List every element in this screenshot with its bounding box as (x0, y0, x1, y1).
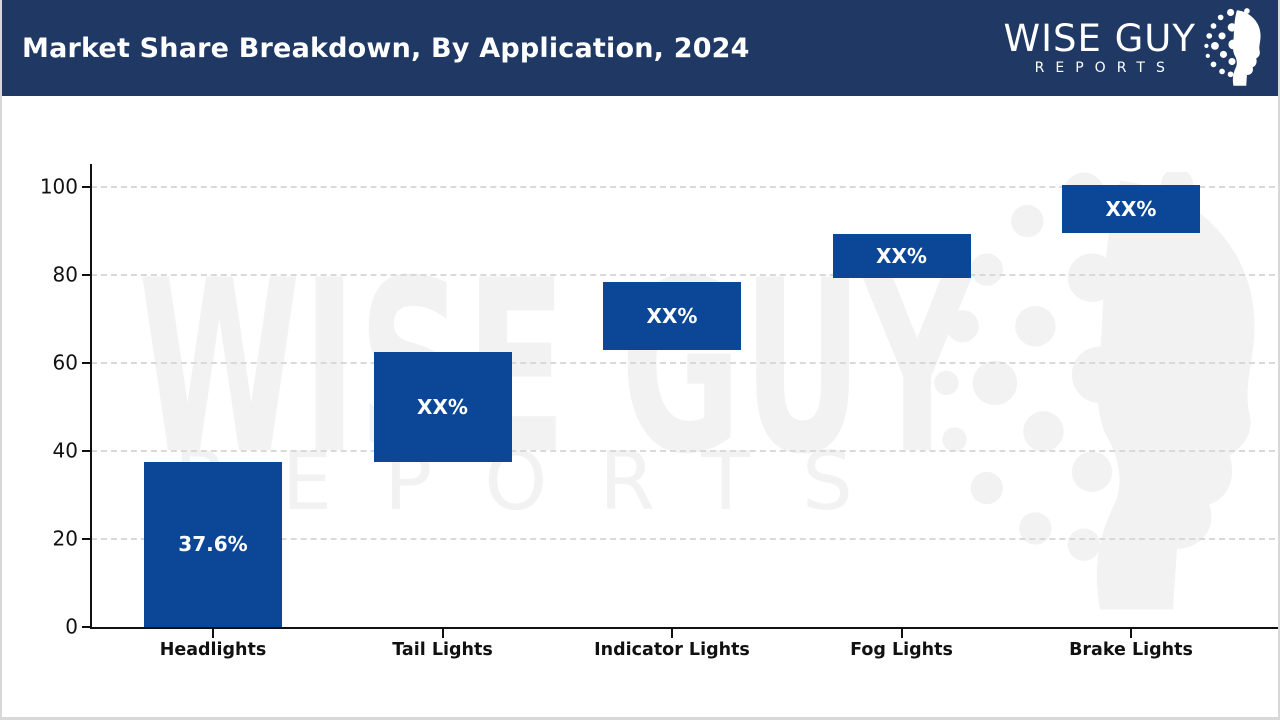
x-tick-mark-fog-lights (900, 629, 903, 638)
logo-reports-label: REPORTS (1034, 60, 1176, 76)
y-tick-mark-80 (82, 274, 90, 276)
bar-brake-lights: XX% (1062, 185, 1200, 234)
x-axis-line (90, 627, 1278, 629)
logo-wordmark: WISE GUY (1003, 17, 1196, 60)
x-category-label-headlights: Headlights (159, 640, 267, 660)
y-tick-mark-40 (82, 450, 90, 452)
y-gridline-60 (91, 362, 1275, 364)
bar-indicator-lights: XX% (603, 281, 741, 350)
y-gridline-80 (91, 274, 1275, 276)
watermark-wordmark: WISE GUY (138, 230, 972, 507)
page-title: Market Share Breakdown, By Application, … (22, 32, 750, 64)
x-tick-mark-brake-lights (1130, 629, 1132, 638)
y-gridline-20 (91, 538, 1275, 540)
y-gridline-100 (91, 186, 1275, 188)
y-tick-mark-0 (82, 626, 90, 628)
x-category-label-indicator-lights: Indicator Lights (594, 640, 750, 660)
y-tick-mark-100 (82, 186, 90, 188)
bar-value-label-headlights: 37.6% (178, 532, 248, 557)
y-tick-label-60: 60 (52, 350, 78, 375)
y-tick-label-20: 20 (52, 526, 78, 551)
watermark-head-icon (934, 172, 1255, 610)
header: Market Share Breakdown, By Application, … (2, 0, 1278, 96)
bar-value-label-tail-lights: XX% (417, 394, 468, 419)
y-tick-label-100: 100 (39, 174, 78, 199)
bar-headlights: 37.6% (144, 461, 282, 627)
x-category-label-fog-lights: Fog Lights (850, 640, 953, 660)
bar-tail-lights: XX% (373, 352, 512, 462)
y-tick-label-40: 40 (52, 438, 78, 463)
logo-text: WISE GUY REPORTS (1004, 20, 1196, 76)
y-tick-label-0: 0 (65, 614, 78, 639)
bar-value-label-brake-lights: XX% (1105, 197, 1157, 222)
x-category-label-tail-lights: Tail Lights (392, 640, 493, 660)
bar-fog-lights: XX% (832, 234, 971, 279)
bar-value-label-indicator-lights: XX% (646, 303, 698, 328)
y-tick-label-80: 80 (52, 262, 78, 287)
y-gridline-40 (91, 450, 1275, 452)
y-tick-mark-60 (82, 362, 90, 364)
head-dots-icon (1204, 8, 1261, 86)
x-tick-mark-indicator-lights (671, 629, 673, 638)
watermark-reports: REPORTS (174, 435, 905, 528)
x-tick-mark-tail-lights (441, 629, 444, 638)
x-tick-mark-headlights (212, 629, 214, 638)
wise-guy-logo: WISE GUY REPORTS (1004, 7, 1264, 89)
bar-value-label-fog-lights: XX% (876, 244, 927, 269)
x-category-label-brake-lights: Brake Lights (1069, 640, 1193, 660)
y-axis-line (90, 164, 92, 629)
y-tick-mark-20 (82, 538, 90, 540)
